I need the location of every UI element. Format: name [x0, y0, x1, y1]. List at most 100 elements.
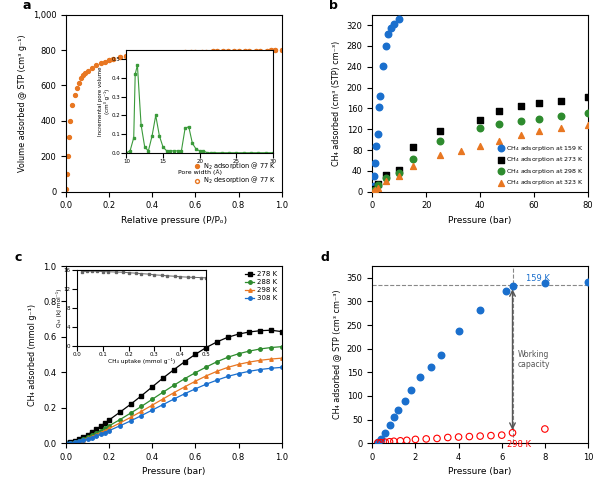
278 K: [62, 440, 70, 446]
Point: [540, 425, 550, 433]
N$_2$ desorption @ 77 K: [257, 48, 264, 54]
N$_2$ adsorption @ 77 K: [166, 50, 173, 56]
N$_2$ desorption @ 77 K: [278, 47, 286, 53]
CH$_4$ adsorption at 298 K: [394, 169, 404, 177]
288 K: [160, 389, 167, 395]
CH$_4$ adsorption at 298 K: [408, 155, 418, 163]
CH$_4$ adsorption at 323 K: [381, 177, 391, 185]
308 K: [84, 436, 91, 442]
N$_2$ adsorption @ 77 K: [188, 49, 195, 55]
Point: [402, 436, 412, 444]
N$_2$ adsorption @ 77 K: [106, 57, 113, 63]
N$_2$ desorption @ 77 K: [116, 55, 124, 60]
Point: [373, 438, 382, 446]
N$_2$ adsorption @ 77 K: [116, 55, 124, 60]
278 K: [278, 329, 286, 335]
N$_2$ adsorption @ 77 K: [92, 62, 100, 68]
288 K: [268, 345, 275, 351]
CH$_4$ adsorption at 159 K: [373, 131, 382, 138]
N$_2$ desorption @ 77 K: [241, 48, 248, 54]
288 K: [101, 425, 109, 431]
278 K: [268, 327, 275, 333]
N$_2$ adsorption @ 77 K: [230, 48, 238, 54]
N$_2$ desorption @ 77 K: [209, 49, 216, 55]
CH$_4$ adsorption at 298 K: [535, 115, 544, 123]
CH$_4$ adsorption at 323 K: [556, 124, 566, 132]
CH$_4$ adsorption at 273 K: [368, 187, 378, 195]
278 K: [101, 420, 109, 426]
Point: [497, 431, 506, 439]
CH$_4$ adsorption at 323 K: [370, 187, 379, 194]
308 K: [62, 440, 70, 446]
278 K: [127, 401, 134, 407]
CH$_4$ adsorption at 273 K: [373, 180, 382, 188]
N$_2$ adsorption @ 77 K: [278, 47, 286, 53]
Point: [373, 439, 382, 447]
278 K: [138, 393, 145, 399]
308 K: [268, 365, 275, 371]
N$_2$ adsorption @ 77 K: [235, 48, 242, 54]
298 K: [88, 434, 95, 440]
278 K: [80, 434, 87, 440]
N$_2$ adsorption @ 77 K: [62, 186, 70, 192]
CH$_4$ adsorption at 298 K: [475, 124, 485, 132]
N$_2$ desorption @ 77 K: [149, 51, 156, 57]
278 K: [92, 426, 100, 432]
308 K: [160, 402, 167, 408]
Point: [508, 282, 517, 290]
Point: [454, 433, 463, 441]
298 K: [84, 435, 91, 441]
298 K: [203, 373, 210, 379]
288 K: [138, 403, 145, 409]
CH$_4$ adsorption at 298 K: [516, 117, 526, 125]
CH$_4$ adsorption at 323 K: [516, 131, 526, 139]
CH$_4$ adsorption at 298 K: [368, 187, 378, 195]
CH$_4$ adsorption at 273 K: [556, 96, 566, 104]
N$_2$ adsorption @ 77 K: [88, 65, 95, 71]
N$_2$ adsorption @ 77 K: [101, 58, 109, 64]
Point: [400, 397, 409, 405]
288 K: [181, 376, 188, 382]
Point: [385, 438, 394, 446]
N$_2$ adsorption @ 77 K: [149, 51, 156, 57]
Point: [389, 437, 398, 445]
N$_2$ desorption @ 77 K: [220, 48, 227, 54]
CH$_4$ adsorption at 159 K: [371, 142, 381, 150]
CH$_4$ adsorption at 159 K: [369, 183, 379, 190]
298 K: [127, 414, 134, 420]
Point: [486, 431, 496, 439]
N$_2$ adsorption @ 77 K: [220, 48, 227, 54]
N$_2$ desorption @ 77 K: [214, 48, 221, 54]
CH$_4$ adsorption at 159 K: [376, 93, 385, 100]
288 K: [84, 434, 91, 440]
N$_2$ desorption @ 77 K: [110, 56, 117, 62]
Point: [501, 287, 511, 295]
X-axis label: Pressure (bar): Pressure (bar): [448, 468, 512, 476]
CH$_4$ adsorption at 323 K: [373, 184, 382, 191]
308 K: [224, 374, 232, 379]
N$_2$ adsorption @ 77 K: [268, 47, 275, 53]
CH$_4$ adsorption at 298 K: [370, 186, 380, 193]
308 K: [192, 386, 199, 392]
CH$_4$ adsorption at 273 K: [370, 186, 379, 194]
278 K: [116, 409, 124, 415]
Line: N$_2$ adsorption @ 77 K: N$_2$ adsorption @ 77 K: [64, 48, 284, 191]
298 K: [170, 390, 178, 395]
308 K: [80, 437, 87, 443]
298 K: [224, 364, 232, 370]
CH$_4$ adsorption at 298 K: [373, 182, 382, 189]
288 K: [246, 348, 253, 354]
N$_2$ desorption @ 77 K: [177, 50, 184, 56]
Point: [415, 373, 425, 381]
278 K: [170, 367, 178, 373]
N$_2$ adsorption @ 77 K: [224, 48, 232, 54]
N$_2$ desorption @ 77 K: [134, 52, 141, 58]
N$_2$ adsorption @ 77 K: [209, 49, 216, 55]
N$_2$ desorption @ 77 K: [246, 48, 253, 54]
CH$_4$ adsorption at 298 K: [381, 174, 391, 182]
Line: 308 K: 308 K: [64, 366, 283, 445]
N$_2$ adsorption @ 77 K: [71, 92, 78, 98]
298 K: [80, 437, 87, 443]
278 K: [214, 339, 221, 345]
288 K: [67, 440, 74, 446]
